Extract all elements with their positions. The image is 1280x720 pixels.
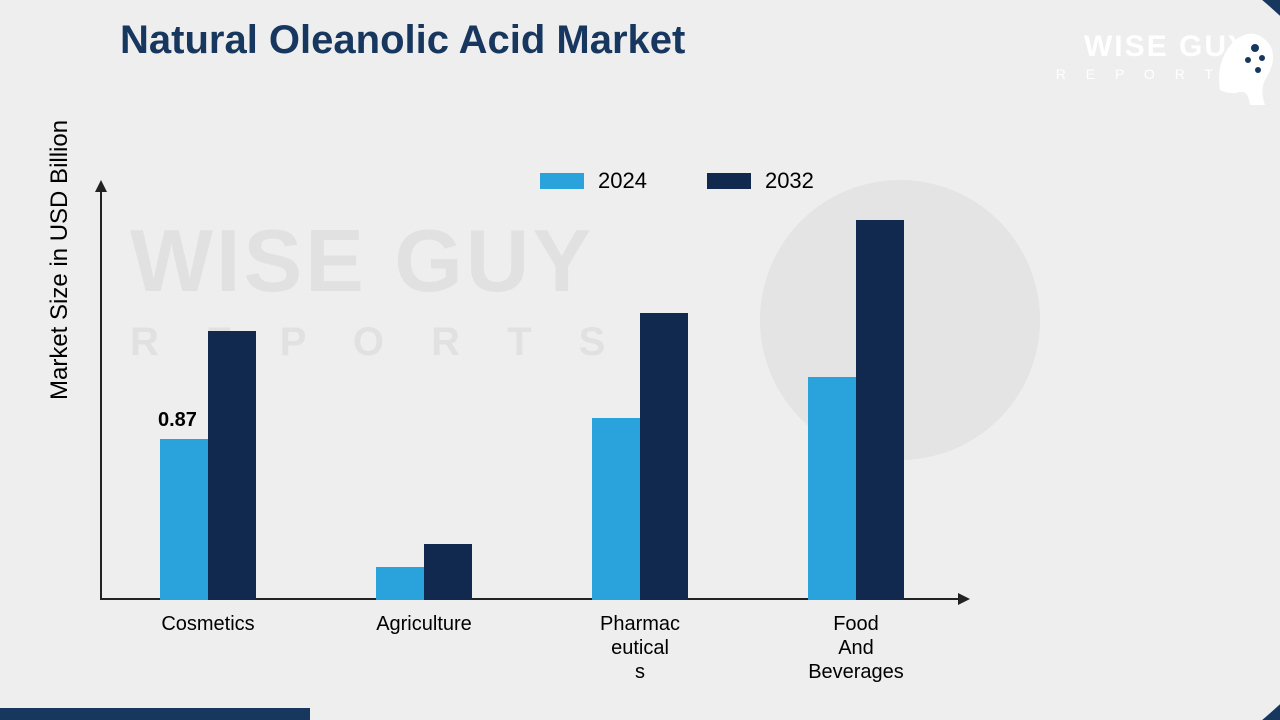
x-axis-arrow-icon <box>958 593 970 605</box>
category-label: Agriculture <box>339 612 509 636</box>
legend-swatch-2032 <box>707 173 751 189</box>
value-label: 0.87 <box>158 409 197 432</box>
legend-swatch-2024 <box>540 173 584 189</box>
bottom-accent-bar <box>0 708 310 720</box>
category-label: Cosmetics <box>123 612 293 636</box>
bar-2024 <box>376 567 424 600</box>
y-axis <box>100 190 102 600</box>
category-label: FoodAndBeverages <box>771 612 941 684</box>
infographic-stage: WISE GUY R E P O R T S Natural Oleanolic… <box>0 0 1280 720</box>
bar-2024 <box>592 418 640 600</box>
brand-line2: R E P O R T S <box>1056 66 1250 82</box>
bar-2024 <box>160 439 208 600</box>
y-axis-arrow-icon <box>95 180 107 192</box>
brand-block: WISE GUY R E P O R T S <box>1056 30 1250 82</box>
bar-2032 <box>640 313 688 600</box>
category-label: Pharmaceuticals <box>555 612 725 684</box>
y-axis-label: Market Size in USD Billion <box>46 120 74 400</box>
bar-chart <box>100 190 960 600</box>
brand-line1: WISE GUY <box>1056 30 1250 64</box>
bar-2032 <box>208 331 256 600</box>
bar-2032 <box>856 220 904 600</box>
chart-title: Natural Oleanolic Acid Market <box>120 18 685 63</box>
bar-2024 <box>808 377 856 600</box>
bar-2032 <box>424 544 472 600</box>
